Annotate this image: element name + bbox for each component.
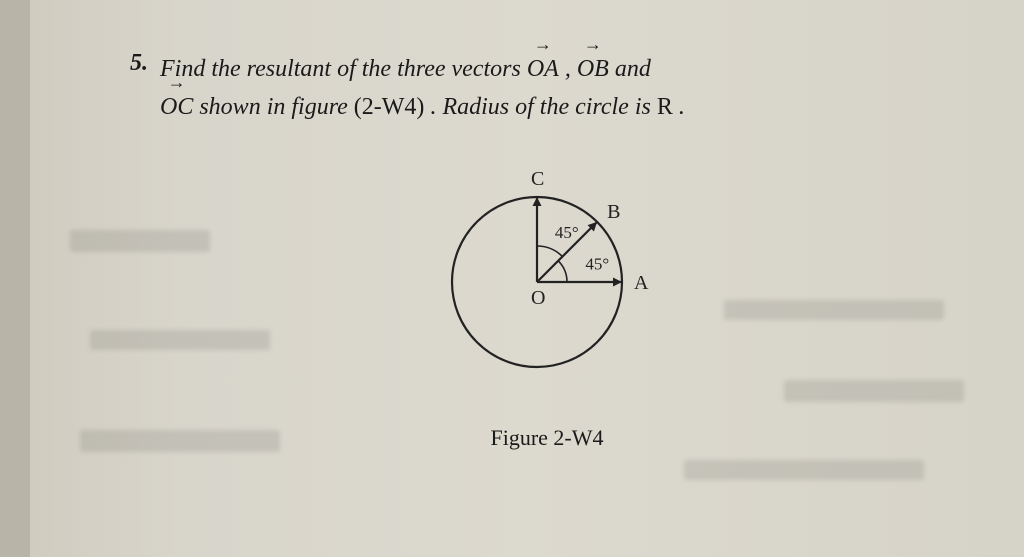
page: 5. Find the resultant of the three vecto… [30, 0, 1024, 557]
vector-label: OC [160, 94, 193, 120]
question-block: 5. Find the resultant of the three vecto… [130, 50, 964, 127]
smudge [784, 380, 964, 402]
text: . [679, 94, 685, 120]
arrow-icon: → [527, 40, 559, 49]
smudge [90, 330, 270, 350]
text: . Radius of the circle is [430, 94, 656, 120]
vector-oa: →OA [527, 50, 559, 88]
text: Find the resultant of the three vectors [160, 56, 527, 82]
arrow-icon: → [160, 78, 193, 87]
figure-reference: (2-W4) [354, 94, 425, 120]
text: , [565, 56, 577, 82]
vector-oc: →OC [160, 88, 193, 126]
radius-variable: R [657, 94, 673, 120]
smudge [684, 460, 924, 480]
svg-text:45°: 45° [555, 223, 579, 242]
figure-diagram: 45° 45° O A B C [407, 157, 687, 407]
svg-text:O: O [531, 287, 545, 309]
vector-label: OA [527, 56, 559, 82]
svg-text:A: A [634, 272, 649, 294]
arrow-icon: → [577, 40, 609, 49]
text: and [615, 56, 651, 82]
vector-label: OB [577, 56, 609, 82]
vector-ob: →OB [577, 50, 609, 88]
question-text: Find the resultant of the three vectors … [160, 50, 685, 127]
smudge [724, 300, 944, 320]
smudge [70, 230, 210, 252]
figure-caption: Figure 2-W4 [490, 425, 603, 451]
text: shown in figure [199, 94, 353, 120]
svg-text:C: C [531, 168, 544, 190]
svg-text:B: B [607, 201, 620, 223]
smudge [80, 430, 280, 452]
svg-text:45°: 45° [585, 254, 609, 273]
question-number: 5. [130, 50, 148, 77]
